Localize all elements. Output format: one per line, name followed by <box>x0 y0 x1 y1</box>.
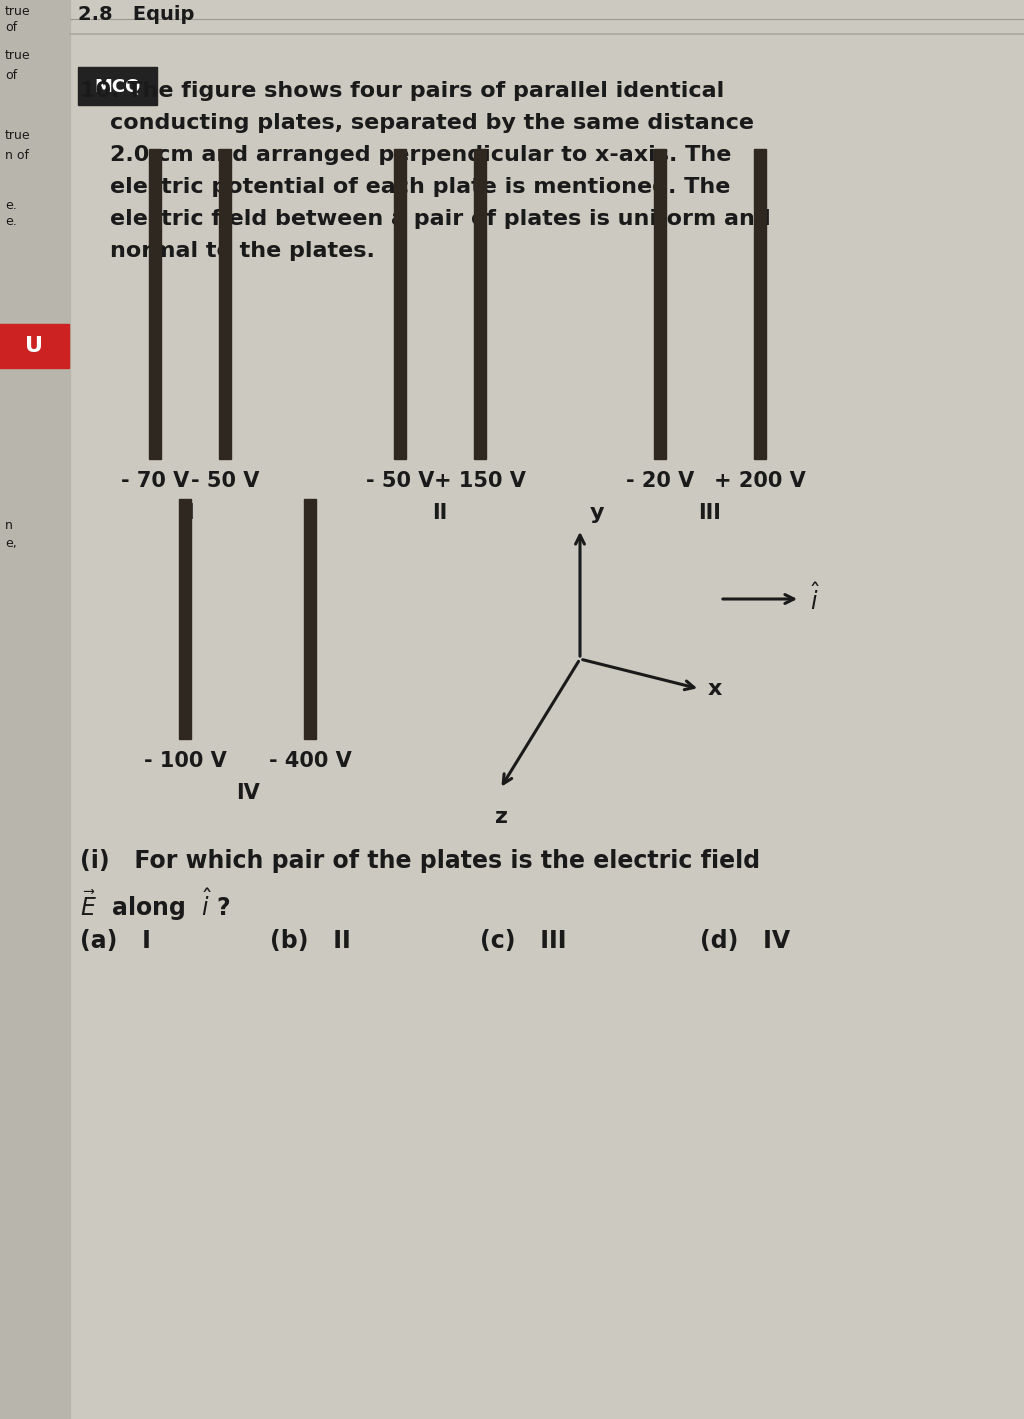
Text: - 50 V: - 50 V <box>190 471 259 491</box>
Bar <box>179 499 191 739</box>
Text: of: of <box>5 21 17 34</box>
Text: $\hat{i}$: $\hat{i}$ <box>810 583 820 614</box>
Text: n of: n of <box>5 149 29 162</box>
Text: IV: IV <box>236 783 259 803</box>
Bar <box>0 0 70 1419</box>
Text: - 400 V: - 400 V <box>268 751 351 771</box>
Text: 2.8   Equip: 2.8 Equip <box>78 6 195 24</box>
Text: true: true <box>5 50 31 62</box>
Text: normal to the plates.: normal to the plates. <box>110 241 375 261</box>
Bar <box>654 149 666 458</box>
Text: x: x <box>708 680 722 700</box>
Text: U: U <box>25 336 43 356</box>
Text: - 100 V: - 100 V <box>143 751 226 771</box>
FancyBboxPatch shape <box>0 324 69 368</box>
Text: I: I <box>186 502 194 524</box>
Text: electric potential of each plate is mentioned. The: electric potential of each plate is ment… <box>110 177 730 197</box>
Text: electric field between a pair of plates is uniform and: electric field between a pair of plates … <box>110 209 771 228</box>
Text: MCQ: MCQ <box>94 77 140 95</box>
Text: of: of <box>5 70 17 82</box>
Text: 10. The figure shows four pairs of parallel identical: 10. The figure shows four pairs of paral… <box>80 81 724 101</box>
Text: y: y <box>590 502 604 524</box>
Text: III: III <box>698 502 722 524</box>
Text: (c)   III: (c) III <box>480 929 566 954</box>
Text: conducting plates, separated by the same distance: conducting plates, separated by the same… <box>110 114 754 133</box>
Bar <box>219 149 231 458</box>
Text: - 50 V: - 50 V <box>366 471 434 491</box>
Text: + 150 V: + 150 V <box>434 471 526 491</box>
Text: (b)   II: (b) II <box>270 929 351 954</box>
Bar <box>304 499 316 739</box>
Bar <box>474 149 486 458</box>
Bar <box>150 149 161 458</box>
Text: true: true <box>5 129 31 142</box>
Text: z: z <box>495 807 508 827</box>
Text: (a)   I: (a) I <box>80 929 151 954</box>
Text: + 200 V: + 200 V <box>714 471 806 491</box>
Text: (i)   For which pair of the plates is the electric field: (i) For which pair of the plates is the … <box>80 849 760 873</box>
Text: - 70 V: - 70 V <box>121 471 189 491</box>
FancyBboxPatch shape <box>78 67 157 105</box>
Text: e.: e. <box>5 216 16 228</box>
Text: 2.0 cm and arranged perpendicular to x-axis. The: 2.0 cm and arranged perpendicular to x-a… <box>110 145 731 165</box>
Text: II: II <box>432 502 447 524</box>
Text: $\vec{E}$  along  $\hat{i}$ ?: $\vec{E}$ along $\hat{i}$ ? <box>80 887 230 924</box>
Text: (d)   IV: (d) IV <box>700 929 791 954</box>
Text: n: n <box>5 519 13 532</box>
Text: e.: e. <box>5 199 16 211</box>
Text: e,: e, <box>5 536 16 551</box>
Bar <box>754 149 766 458</box>
Text: true: true <box>5 6 31 18</box>
Text: - 20 V: - 20 V <box>626 471 694 491</box>
Bar <box>394 149 406 458</box>
